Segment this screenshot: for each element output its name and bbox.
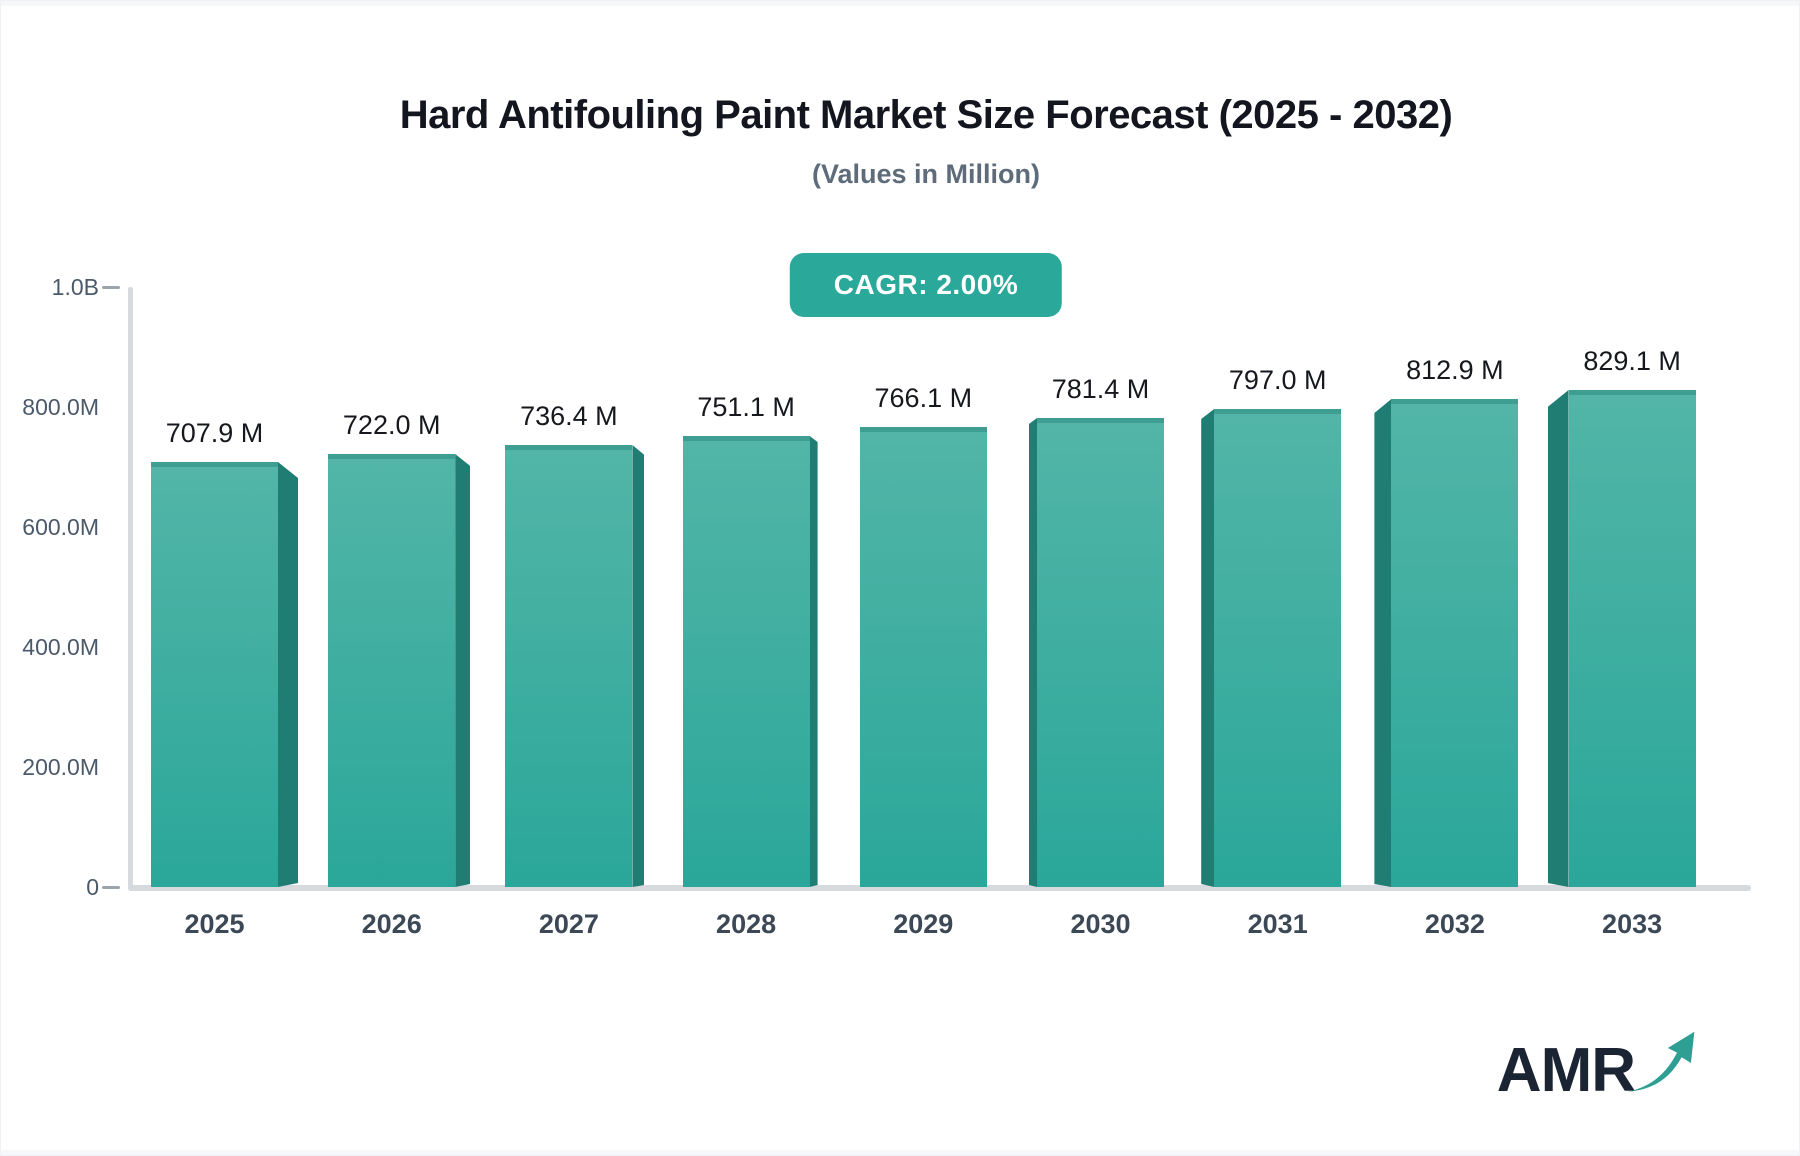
bar-value-label: 736.4 M <box>520 401 618 431</box>
bar-value-label: 766.1 M <box>874 383 973 413</box>
y-tick-label: 800.0M <box>22 394 99 420</box>
bar-side <box>455 454 470 887</box>
bar-2028[interactable] <box>682 436 818 887</box>
bar-value-label: 751.1 M <box>697 392 795 422</box>
bar-face[interactable] <box>328 454 456 887</box>
bar-side <box>632 445 644 887</box>
x-tick-label: 2027 <box>538 909 599 939</box>
y-tick-label: 400.0M <box>22 634 99 660</box>
bar-side <box>278 462 298 887</box>
y-tick-dash <box>102 286 120 289</box>
bar-face[interactable] <box>859 427 987 887</box>
y-axis-line <box>128 287 133 890</box>
trend-up-arrow-icon <box>1627 1031 1695 1092</box>
x-axis-line <box>128 885 1751 891</box>
bar-value-label: 829.1 M <box>1583 346 1681 376</box>
bar-2033[interactable] <box>1548 390 1696 887</box>
x-tick-label: 2031 <box>1247 909 1308 939</box>
bar-2029[interactable] <box>859 427 987 887</box>
bar-2025[interactable] <box>151 462 298 887</box>
bar-face[interactable] <box>505 445 633 887</box>
bar-2027[interactable] <box>505 445 644 887</box>
bar-face[interactable] <box>1391 399 1519 887</box>
bar-side <box>1548 390 1569 887</box>
bar-value-label: 781.4 M <box>1051 374 1150 404</box>
logo-text: AMR <box>1496 1036 1636 1105</box>
cagr-badge: CAGR: 2.00% <box>789 253 1063 317</box>
amr-logo: AMR <box>1496 1031 1699 1105</box>
x-tick-label: 2030 <box>1070 909 1131 939</box>
bar-value-label: 722.0 M <box>342 410 441 440</box>
bar-2026[interactable] <box>328 454 470 887</box>
bar-face[interactable] <box>1568 390 1696 887</box>
x-tick-label: 2025 <box>184 909 245 939</box>
page-border-bottom <box>1 1150 1799 1155</box>
x-tick-label: 2028 <box>716 909 777 939</box>
x-tick-label: 2029 <box>893 909 954 939</box>
y-tick-label: 1.0B <box>51 274 99 300</box>
bar-value-label: 707.9 M <box>165 418 264 448</box>
bar-face[interactable] <box>1214 409 1342 887</box>
y-tick-label: 0 <box>86 874 99 900</box>
y-tick-label: 200.0M <box>22 754 99 780</box>
bar-face[interactable] <box>1037 418 1164 887</box>
y-tick-label: 600.0M <box>22 514 99 540</box>
y-tick-dash <box>102 886 120 889</box>
x-tick-label: 2026 <box>361 909 422 939</box>
bar-2032[interactable] <box>1374 399 1519 887</box>
bar-side <box>1029 418 1037 887</box>
bar-side <box>810 436 818 887</box>
bar-value-label: 797.0 M <box>1228 365 1327 395</box>
bar-2031[interactable] <box>1201 409 1342 887</box>
bar-value-label: 812.9 M <box>1406 355 1504 385</box>
x-tick-label: 2032 <box>1424 909 1485 939</box>
x-tick-label: 2033 <box>1602 909 1663 939</box>
bar-2030[interactable] <box>1029 418 1164 887</box>
chart-title: Hard Antifouling Paint Market Size Forec… <box>399 93 1453 137</box>
bar-face[interactable] <box>151 462 278 887</box>
bar-face[interactable] <box>682 436 810 887</box>
bar-side <box>1201 409 1214 887</box>
chart-subtitle: (Values in Million) <box>811 159 1041 189</box>
page-border-top <box>1 1 1799 6</box>
bar-side <box>1374 399 1391 887</box>
